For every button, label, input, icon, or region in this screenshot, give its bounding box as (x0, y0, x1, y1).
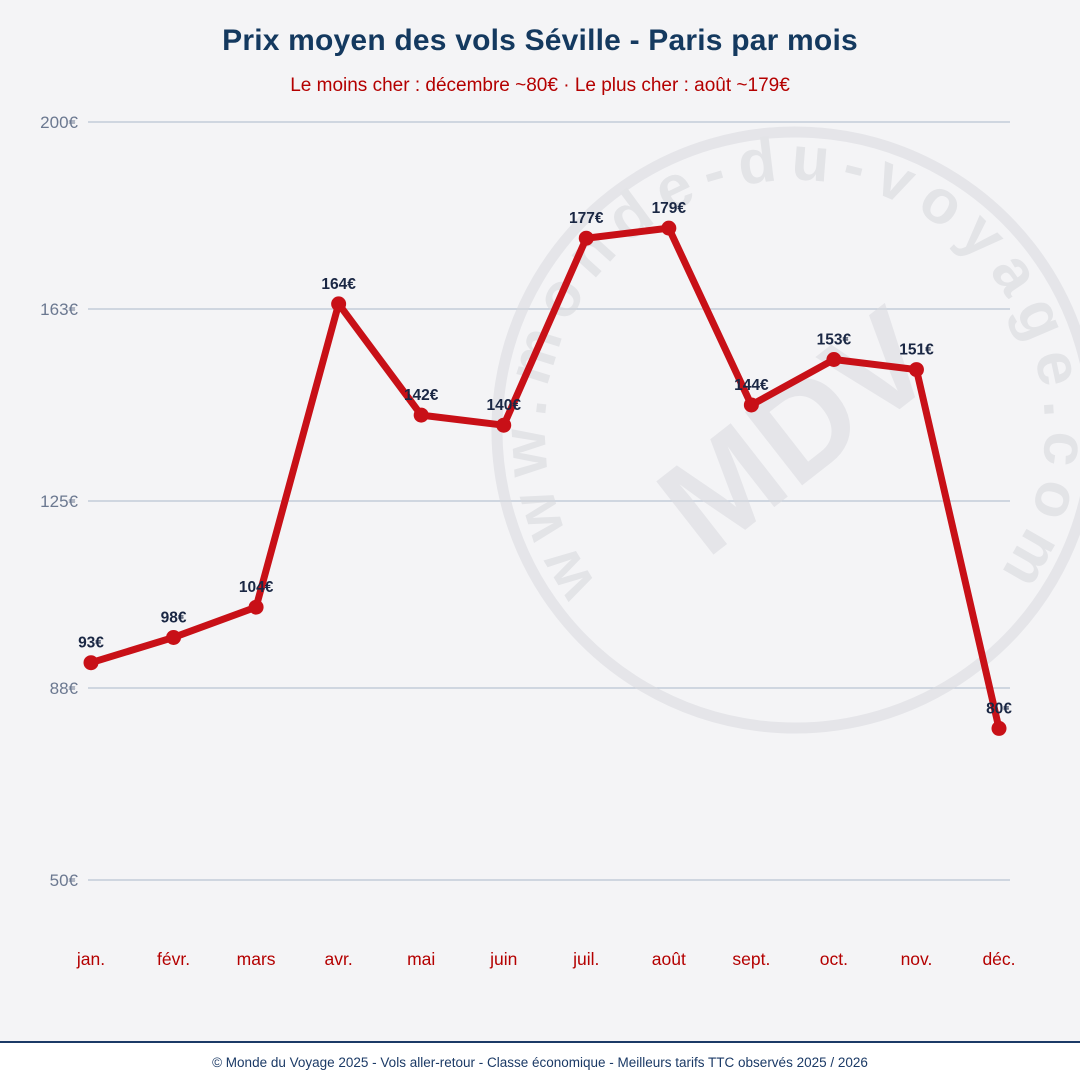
grid-layer: 200€ 163€ 125€ 88€ 50€ jan. févr. mars avr. mai ju… (40, 113, 1015, 969)
y-axis-label: 163€ (40, 300, 78, 319)
data-point-label: 80€ (986, 700, 1012, 717)
x-axis-label: oct. (820, 949, 848, 969)
data-point-label: 179€ (652, 200, 687, 217)
price-line (87, 224, 1003, 732)
footer-text: © Monde du Voyage 2025 - Vols aller-reto… (212, 1055, 868, 1070)
data-point-label: 98€ (161, 609, 187, 626)
price-line-chart: 200€ 163€ 125€ 88€ 50€ jan. févr. mars avr. mai ju… (40, 1, 1080, 969)
x-axis-label: sept. (732, 949, 770, 969)
y-axis-label: 50€ (50, 871, 79, 890)
data-point (496, 417, 512, 433)
page-title: Prix moyen des vols Séville - Paris par … (222, 24, 858, 57)
y-axis-label: 200€ (40, 113, 78, 132)
series-layer (83, 220, 1007, 736)
x-axis-label: mars (237, 949, 276, 969)
label-layer: 93€ 98€ 104€ 164€ 142€ 140€ 177€ 179€ 144€ 153€ 15… (78, 200, 1012, 717)
x-axis-label: nov. (901, 949, 933, 969)
x-axis-label: juin (489, 949, 517, 969)
watermark-ring (491, 126, 1080, 734)
data-point-label: 177€ (569, 210, 604, 227)
data-point-label: 151€ (899, 342, 934, 359)
data-point-label: 104€ (239, 579, 274, 596)
watermark-center-text: MDV (631, 279, 960, 583)
footer: © Monde du Voyage 2025 - Vols aller-reto… (0, 1041, 1080, 1080)
watermark: www.monde-du-voyage.com MDV (365, 1, 1080, 851)
data-point (578, 230, 594, 246)
data-point (908, 362, 924, 378)
data-point (83, 655, 99, 671)
x-axis-label: déc. (982, 949, 1015, 969)
data-point-label: 153€ (817, 332, 852, 349)
x-axis-label: févr. (157, 949, 190, 969)
data-point (248, 599, 264, 615)
data-point-label: 93€ (78, 635, 104, 652)
y-axis-label: 88€ (50, 679, 79, 698)
data-point (991, 720, 1007, 736)
x-axis-label: jan. (76, 949, 105, 969)
chart-subtitle: Le moins cher : décembre ~80€ · Le plus … (290, 75, 790, 96)
y-axis-label: 125€ (40, 492, 78, 511)
data-point (166, 629, 182, 645)
x-axis-label: juil. (572, 949, 599, 969)
x-axis-label: avr. (325, 949, 353, 969)
data-point (826, 352, 842, 368)
data-point-label: 142€ (404, 387, 439, 404)
x-axis-label: mai (407, 949, 435, 969)
x-axis-label: août (652, 949, 686, 969)
data-point (743, 397, 759, 413)
data-point (661, 220, 677, 236)
data-point-label: 144€ (734, 377, 769, 394)
data-point (331, 296, 347, 312)
data-point-label: 164€ (321, 276, 356, 293)
data-point-label: 140€ (486, 397, 521, 414)
data-point (413, 407, 429, 423)
